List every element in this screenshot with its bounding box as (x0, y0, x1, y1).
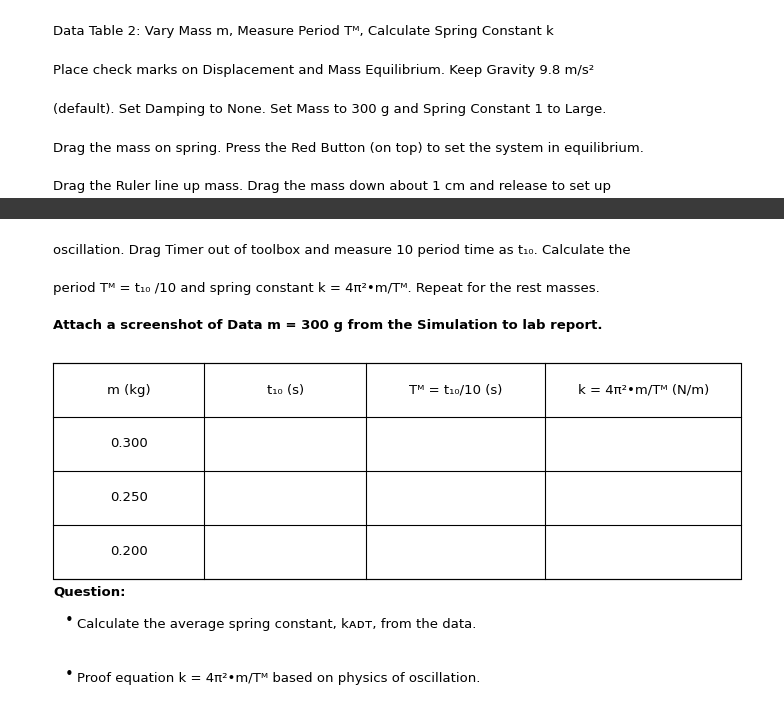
Text: Place check marks on Displacement and Mass Equilibrium. Keep Gravity 9.8 m/s²: Place check marks on Displacement and Ma… (53, 64, 594, 77)
Text: oscillation. Drag Timer out of toolbox and measure 10 period time as t₁₀. Calcul: oscillation. Drag Timer out of toolbox a… (53, 244, 631, 257)
Text: 0.250: 0.250 (110, 491, 147, 505)
Text: Question:: Question: (53, 586, 125, 599)
Text: k = 4π²•m/Tᴹ (N/m): k = 4π²•m/Tᴹ (N/m) (578, 383, 709, 397)
Text: •: • (65, 667, 74, 682)
Text: period Tᴹ = t₁₀ /10 and spring constant k = 4π²•m/Tᴹ. Repeat for the rest masses: period Tᴹ = t₁₀ /10 and spring constant … (53, 282, 600, 295)
Text: Drag the mass on spring. Press the Red Button (on top) to set the system in equi: Drag the mass on spring. Press the Red B… (53, 142, 644, 155)
Text: 0.200: 0.200 (110, 545, 147, 559)
Text: m (kg): m (kg) (107, 383, 151, 397)
Text: (default). Set Damping to None. Set Mass to 300 g and Spring Constant 1 to Large: (default). Set Damping to None. Set Mass… (53, 103, 607, 116)
Text: Calculate the average spring constant, kᴀᴅᴛ, from the data.: Calculate the average spring constant, k… (77, 618, 476, 631)
Text: 0.300: 0.300 (110, 437, 147, 451)
Text: t₁₀ (s): t₁₀ (s) (267, 383, 303, 397)
Text: Drag the Ruler line up mass. Drag the mass down about 1 cm and release to set up: Drag the Ruler line up mass. Drag the ma… (53, 180, 612, 193)
Text: Proof equation k = 4π²•m/Tᴹ based on physics of oscillation.: Proof equation k = 4π²•m/Tᴹ based on phy… (77, 672, 481, 685)
Text: Tᴹ = t₁₀/10 (s): Tᴹ = t₁₀/10 (s) (409, 383, 503, 397)
Text: Data Table 2: Vary Mass m, Measure Period Tᴹ, Calculate Spring Constant k: Data Table 2: Vary Mass m, Measure Perio… (53, 25, 554, 38)
Text: Attach a screenshot of Data m = 300 g from the Simulation to lab report.: Attach a screenshot of Data m = 300 g fr… (53, 319, 603, 332)
Text: •: • (65, 613, 74, 628)
